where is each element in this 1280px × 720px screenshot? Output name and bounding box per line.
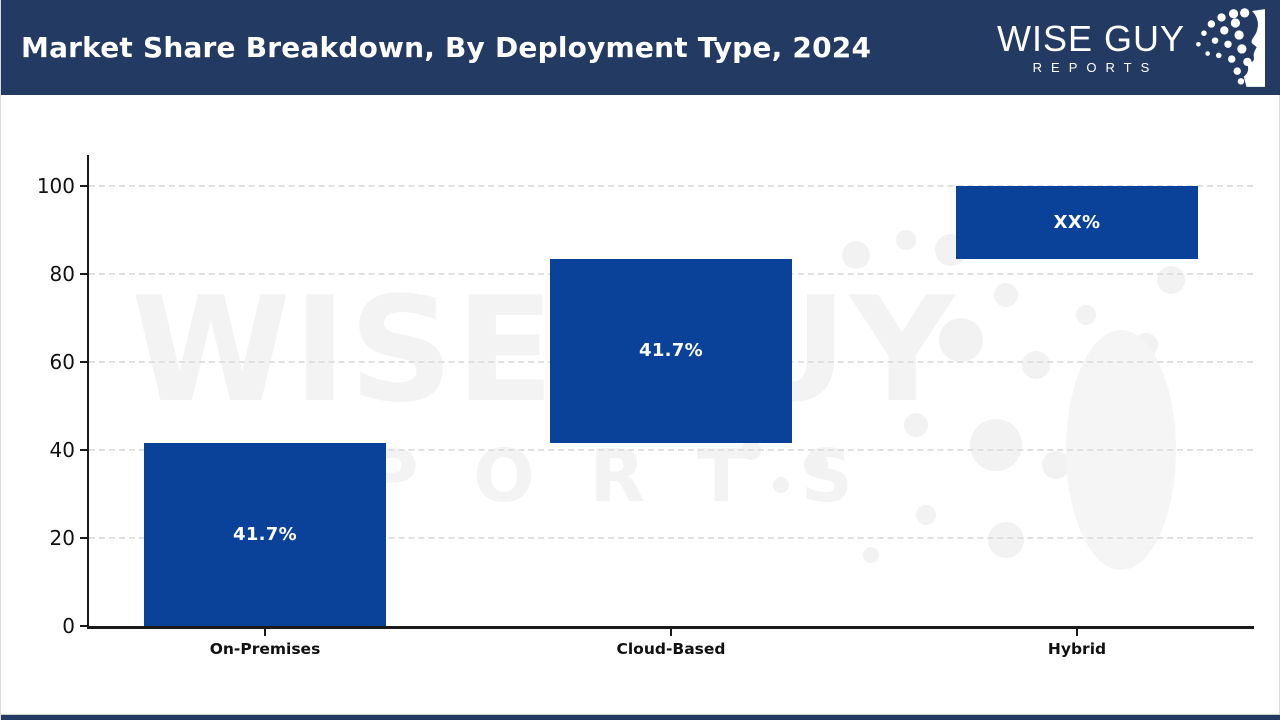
y-tick-mark-100 <box>80 185 87 187</box>
brand-logo: WISE GUY REPORTS <box>997 6 1265 90</box>
y-tick-label-20: 20 <box>49 526 75 550</box>
x-tick-label-hybrid: Hybrid <box>1047 640 1107 658</box>
bar-value-label: 41.7% <box>639 340 703 362</box>
y-tick-mark-40 <box>80 449 87 451</box>
bar-hybrid: XX% <box>956 186 1198 260</box>
x-axis-line <box>87 626 1254 629</box>
page-title: Market Share Breakdown, By Deployment Ty… <box>21 31 872 64</box>
brand-subname: REPORTS <box>1032 60 1159 75</box>
brand-name: WISE GUY <box>996 18 1185 59</box>
y-tick-mark-20 <box>80 537 87 539</box>
x-tick-mark-cloud-based <box>670 628 672 636</box>
y-tick-label-100: 100 <box>36 174 75 198</box>
gridline-40 <box>89 449 1253 451</box>
y-tick-mark-60 <box>80 361 87 363</box>
bar-value-label: XX% <box>1053 212 1101 234</box>
x-tick-label-on-premises: On-Premises <box>209 640 321 658</box>
x-tick-label-cloud-based: Cloud-Based <box>616 640 726 658</box>
x-tick-mark-on-premises <box>264 628 266 636</box>
y-tick-label-40: 40 <box>49 438 75 462</box>
y-tick-mark-0 <box>80 625 87 627</box>
gridline-100 <box>89 185 1253 187</box>
header-bar: Market Share Breakdown, By Deployment Ty… <box>1 0 1280 95</box>
footer-strip <box>1 715 1280 720</box>
y-tick-label-60: 60 <box>49 350 75 374</box>
bar-value-label: 41.7% <box>233 523 297 545</box>
x-tick-mark-hybrid <box>1076 628 1078 636</box>
y-tick-label-0: 0 <box>62 614 75 638</box>
bar-on-premises: 41.7% <box>144 442 386 626</box>
y-tick-label-80: 80 <box>49 262 75 286</box>
gridline-20 <box>89 537 1253 539</box>
footer-hairline <box>1 714 1280 715</box>
y-axis-line <box>87 155 89 627</box>
bar-cloud-based: 41.7% <box>550 259 792 443</box>
brand-logo-text: WISE GUY REPORTS <box>996 18 1185 76</box>
y-tick-mark-80 <box>80 273 87 275</box>
dotted-face-profile-icon <box>1196 8 1265 87</box>
